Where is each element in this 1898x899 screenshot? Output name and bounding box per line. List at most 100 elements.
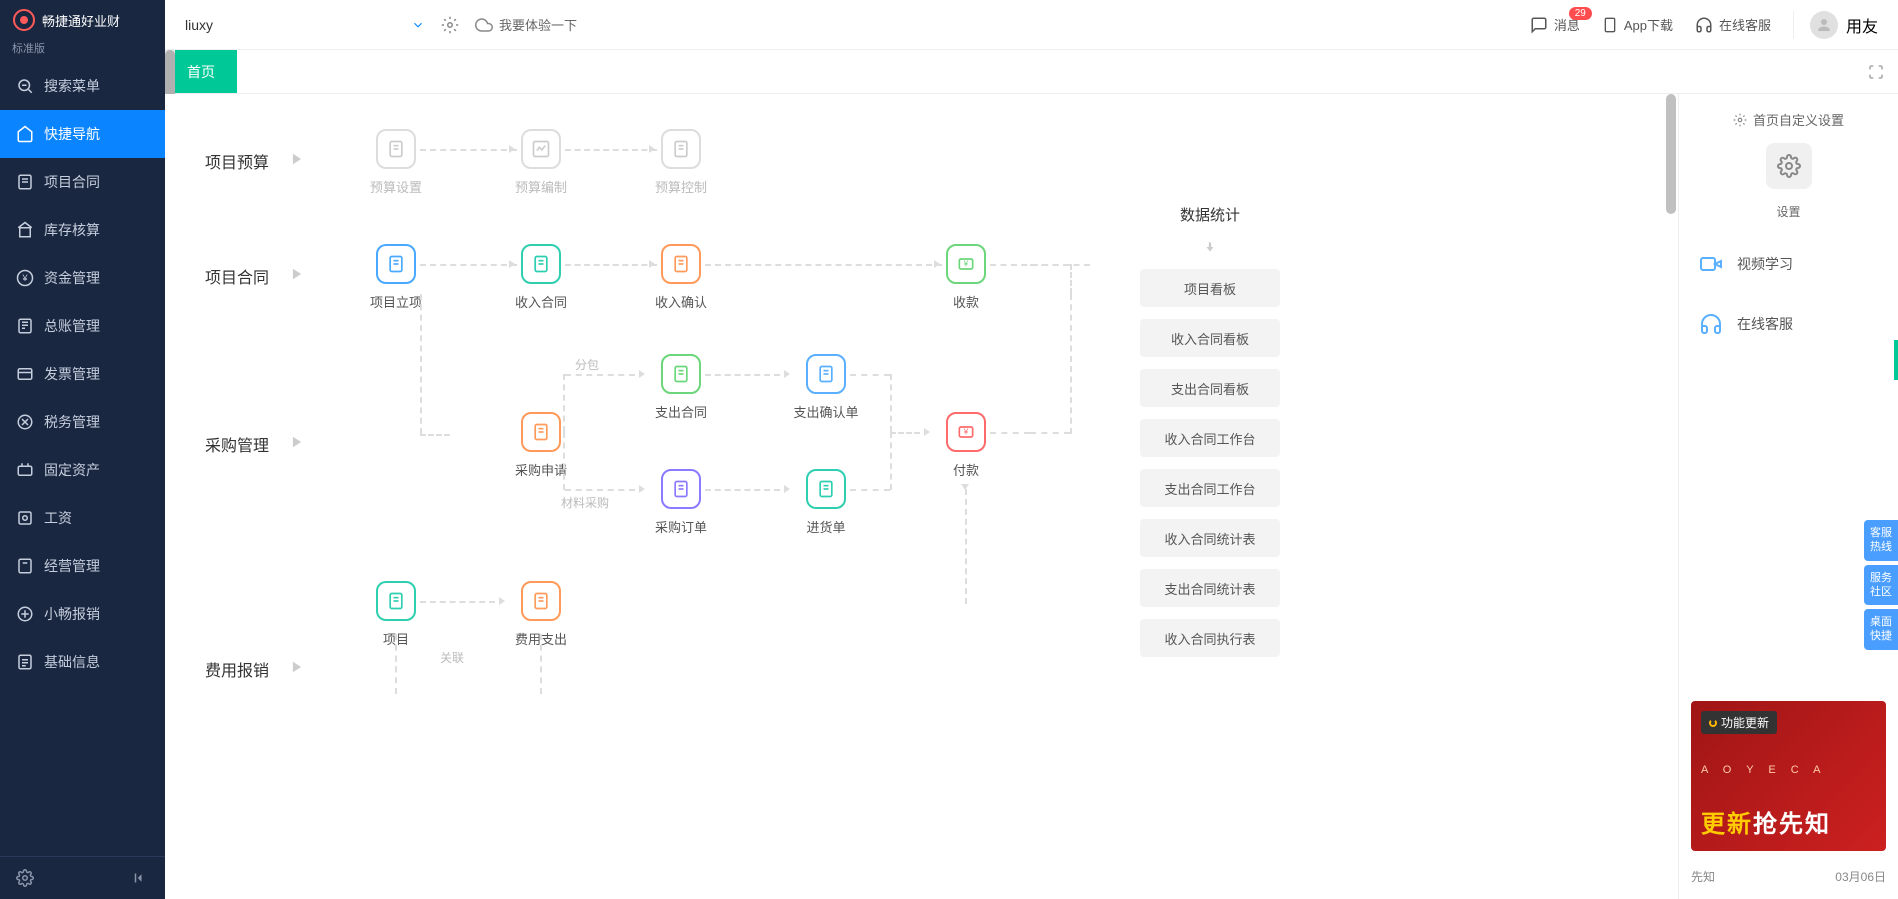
user-menu[interactable]: 用友 (1793, 11, 1878, 39)
sidebar-item-label: 总账管理 (44, 316, 100, 336)
messages-badge: 29 (1569, 7, 1592, 20)
flow-node[interactable]: 预算编制 (505, 129, 577, 196)
online-service-button[interactable]: 在线客服 (1695, 15, 1771, 34)
avatar-icon (1810, 11, 1838, 39)
sidebar-item-label: 资金管理 (44, 268, 100, 288)
stats-button[interactable]: 收入合同工作台 (1140, 419, 1280, 457)
user-selector[interactable]: liuxy (185, 17, 425, 33)
flow-node[interactable]: 预算控制 (645, 129, 717, 196)
asset-icon (16, 461, 34, 479)
user-name: liuxy (185, 17, 213, 33)
svg-text:¥: ¥ (963, 427, 969, 437)
settings-icon[interactable] (16, 869, 34, 887)
sidebar: 畅捷通好业财 标准版 搜索菜单快捷导航项目合同库存核算¥资金管理总账管理发票管理… (0, 0, 165, 899)
flow-node[interactable]: 收入合同 (505, 244, 577, 311)
collapse-icon[interactable] (131, 869, 149, 887)
online-service-label: 在线客服 (1719, 15, 1771, 34)
sidebar-item-label: 固定资产 (44, 460, 100, 480)
search-icon (16, 77, 34, 95)
stats-button[interactable]: 项目看板 (1140, 269, 1280, 307)
section-label: 采购管理 (205, 432, 269, 456)
house-icon (16, 221, 34, 239)
stats-button[interactable]: 支出合同统计表 (1140, 569, 1280, 607)
section-arrow-icon (290, 660, 304, 674)
section-label: 材料采购 (561, 494, 609, 511)
headset-icon (1699, 312, 1723, 336)
stats-button[interactable]: 收入合同执行表 (1140, 619, 1280, 657)
float-btn-1[interactable]: 服务社区 (1864, 565, 1898, 606)
right-panel-footer: 先知 03月06日 (1691, 868, 1886, 885)
main: liuxy 我要体验一下 (165, 0, 1898, 899)
stats-button[interactable]: 支出合同工作台 (1140, 469, 1280, 507)
phone-icon (1602, 17, 1618, 33)
gear-icon[interactable] (441, 16, 459, 34)
brand-logo-icon (12, 8, 36, 32)
flow-node[interactable]: 预算设置 (360, 129, 432, 196)
brand-edition: 标准版 (0, 40, 165, 62)
app-download-button[interactable]: App下载 (1602, 15, 1673, 34)
section-label: 关联 (440, 649, 464, 666)
reimburse-icon (16, 605, 34, 623)
section-label: 项目合同 (205, 264, 269, 288)
sidebar-item-label: 项目合同 (44, 172, 100, 192)
sidebar-item-money[interactable]: ¥资金管理 (0, 254, 165, 302)
flow-node[interactable]: 支出确认单 (790, 354, 862, 421)
gear-small-icon (1733, 113, 1747, 127)
video-icon (1699, 252, 1723, 276)
info-icon (16, 653, 34, 671)
sidebar-item-tax[interactable]: 税务管理 (0, 398, 165, 446)
float-btn-2[interactable]: 桌面快捷 (1864, 609, 1898, 650)
float-btn-0[interactable]: 客服热线 (1864, 520, 1898, 561)
sidebar-item-doc[interactable]: 项目合同 (0, 158, 165, 206)
flow-node[interactable]: ¥付款 (930, 412, 1002, 479)
rp-link-video[interactable]: 视频学习 (1691, 234, 1886, 294)
customize-title: 首页自定义设置 (1691, 110, 1886, 129)
flow-node[interactable]: 收入确认 (645, 244, 717, 311)
banner-tag: 功能更新 (1701, 711, 1777, 734)
sidebar-item-house[interactable]: 库存核算 (0, 206, 165, 254)
flow-node[interactable]: 采购申请 (505, 412, 577, 479)
sidebar-item-info[interactable]: 基础信息 (0, 638, 165, 686)
stats-button[interactable]: 收入合同看板 (1140, 319, 1280, 357)
flow-node[interactable]: 进货单 (790, 469, 862, 536)
tab-home[interactable]: 首页 (165, 50, 237, 93)
sidebar-item-home[interactable]: 快捷导航 (0, 110, 165, 158)
flow-node[interactable]: 支出合同 (645, 354, 717, 421)
canvas-scrollbar[interactable] (1666, 94, 1676, 899)
stats-button[interactable]: 支出合同看板 (1140, 369, 1280, 407)
section-arrow-icon (290, 267, 304, 281)
doc-icon (16, 173, 34, 191)
topbar: liuxy 我要体验一下 (165, 0, 1898, 50)
sidebar-item-biz[interactable]: 经营管理 (0, 542, 165, 590)
sidebar-item-label: 税务管理 (44, 412, 100, 432)
flow-node[interactable]: ¥收款 (930, 244, 1002, 311)
sidebar-item-ledger[interactable]: 总账管理 (0, 302, 165, 350)
rp-link-headset[interactable]: 在线客服 (1691, 294, 1886, 354)
expand-icon[interactable] (1854, 64, 1898, 80)
sidebar-item-label: 基础信息 (44, 652, 100, 672)
content: 项目预算预算设置预算编制预算控制项目合同项目立项收入合同收入确认¥收款采购管理采… (165, 94, 1898, 899)
stats-button[interactable]: 收入合同统计表 (1140, 519, 1280, 557)
chat-icon (1530, 16, 1548, 34)
tax-icon (16, 413, 34, 431)
settings-box[interactable] (1766, 143, 1812, 189)
stats-title: 数据统计 (1180, 204, 1240, 225)
sidebar-item-label: 库存核算 (44, 220, 100, 240)
sidebar-item-reimburse[interactable]: 小畅报销 (0, 590, 165, 638)
sidebar-item-search[interactable]: 搜索菜单 (0, 62, 165, 110)
sidebar-item-salary[interactable]: 工资 (0, 494, 165, 542)
float-buttons: 客服热线服务社区桌面快捷 (1864, 520, 1898, 650)
flow-node[interactable]: 采购订单 (645, 469, 717, 536)
section-label: 分包 (575, 356, 599, 373)
app-download-label: App下载 (1624, 15, 1673, 34)
headset-icon (1695, 16, 1713, 34)
arrow-down-icon (1203, 237, 1217, 257)
messages-button[interactable]: 消息 29 (1530, 15, 1580, 34)
update-banner[interactable]: 功能更新 A O Y E C A 更新抢先知 (1691, 701, 1886, 851)
sidebar-item-label: 经营管理 (44, 556, 100, 576)
experience-link[interactable]: 我要体验一下 (475, 15, 577, 34)
sidebar-item-label: 小畅报销 (44, 604, 100, 624)
sidebar-item-invoice[interactable]: 发票管理 (0, 350, 165, 398)
sidebar-item-asset[interactable]: 固定资产 (0, 446, 165, 494)
chevron-down-icon (411, 18, 425, 32)
